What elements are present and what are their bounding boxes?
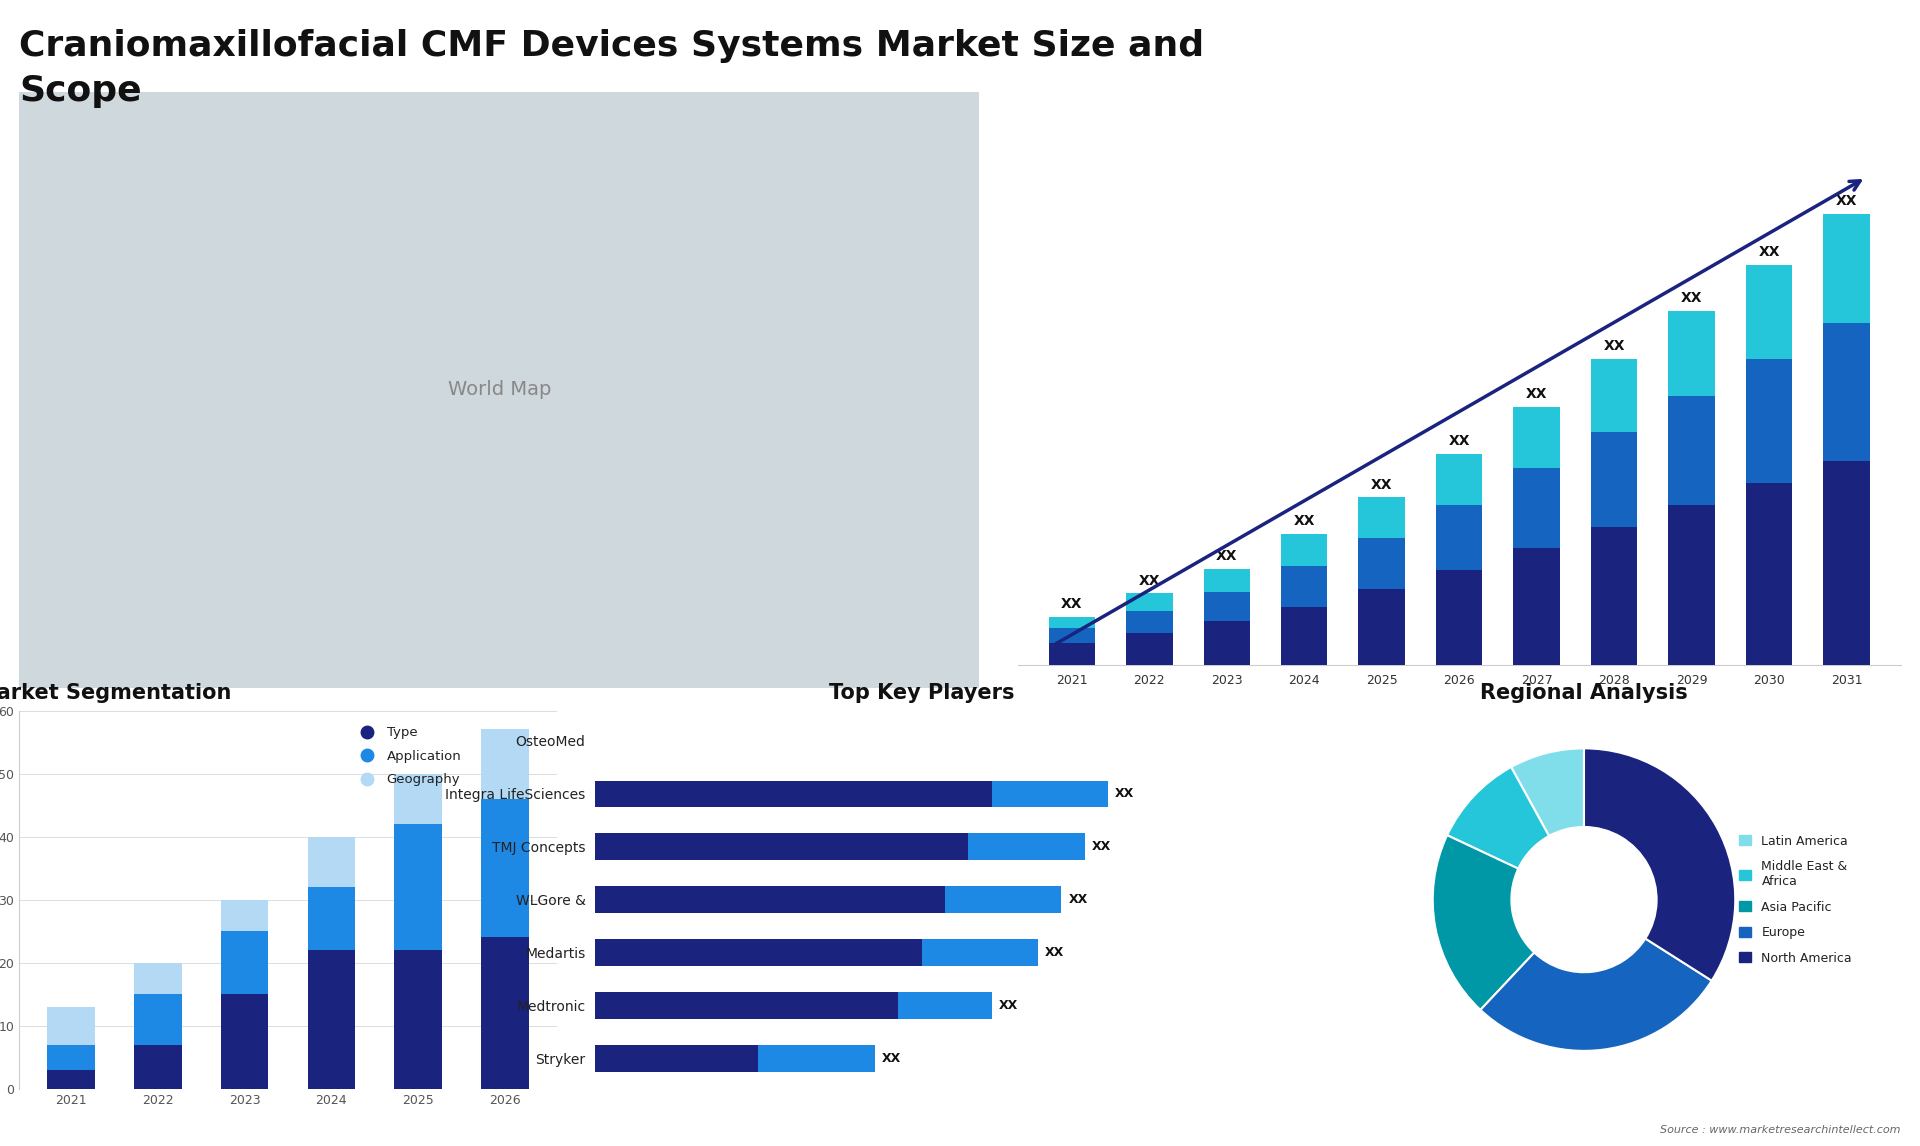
- Title: Top Key Players: Top Key Players: [829, 683, 1014, 704]
- Bar: [595, 886, 945, 913]
- Bar: [968, 833, 1085, 860]
- Bar: [1048, 628, 1094, 643]
- Bar: [595, 940, 922, 966]
- Text: XX: XX: [1680, 291, 1703, 306]
- Bar: [1745, 482, 1793, 665]
- Bar: [221, 931, 269, 994]
- Bar: [945, 886, 1062, 913]
- Bar: [221, 900, 269, 931]
- Bar: [1592, 359, 1638, 432]
- Bar: [1436, 571, 1482, 665]
- Bar: [1745, 265, 1793, 359]
- Bar: [1281, 534, 1327, 566]
- Text: XX: XX: [1759, 245, 1780, 259]
- Bar: [134, 1045, 182, 1089]
- Wedge shape: [1480, 939, 1713, 1051]
- Bar: [1824, 214, 1870, 323]
- Legend: Latin America, Middle East &
Africa, Asia Pacific, Europe, North America: Latin America, Middle East & Africa, Asi…: [1734, 830, 1857, 970]
- Bar: [307, 950, 355, 1089]
- Text: XX: XX: [1139, 574, 1160, 588]
- Bar: [48, 1006, 96, 1045]
- Bar: [1204, 568, 1250, 592]
- Bar: [1513, 548, 1559, 665]
- Text: XX: XX: [1215, 549, 1238, 563]
- Bar: [595, 1045, 758, 1072]
- Bar: [1513, 469, 1559, 548]
- Bar: [1668, 395, 1715, 504]
- Text: XX: XX: [1526, 387, 1548, 401]
- Bar: [1745, 359, 1793, 482]
- Bar: [1048, 617, 1094, 628]
- Bar: [1592, 526, 1638, 665]
- Bar: [221, 994, 269, 1089]
- Bar: [1281, 566, 1327, 606]
- Bar: [758, 1045, 876, 1072]
- Bar: [899, 992, 991, 1019]
- Bar: [1359, 497, 1405, 539]
- Wedge shape: [1511, 748, 1584, 835]
- Bar: [394, 824, 442, 950]
- Bar: [394, 774, 442, 824]
- Bar: [991, 780, 1108, 807]
- Text: Scope: Scope: [19, 74, 142, 109]
- Text: XX: XX: [1603, 339, 1624, 353]
- Text: XX: XX: [998, 999, 1018, 1012]
- Bar: [595, 833, 968, 860]
- Bar: [1436, 504, 1482, 571]
- Text: XX: XX: [1294, 513, 1315, 528]
- Bar: [48, 1070, 96, 1089]
- Bar: [1824, 461, 1870, 665]
- Bar: [1668, 312, 1715, 395]
- Bar: [595, 992, 899, 1019]
- Text: XX: XX: [1371, 478, 1392, 492]
- Bar: [1204, 621, 1250, 665]
- Text: XX: XX: [1092, 840, 1112, 854]
- Bar: [595, 780, 991, 807]
- Text: XX: XX: [1116, 787, 1135, 800]
- Text: XX: XX: [881, 1052, 900, 1065]
- Bar: [1359, 539, 1405, 589]
- Bar: [480, 937, 528, 1089]
- Bar: [1048, 643, 1094, 665]
- Bar: [48, 1045, 96, 1070]
- Bar: [1436, 454, 1482, 504]
- Bar: [1824, 323, 1870, 461]
- Wedge shape: [1584, 748, 1736, 981]
- Bar: [1281, 606, 1327, 665]
- Bar: [307, 887, 355, 950]
- Bar: [1125, 611, 1173, 633]
- Wedge shape: [1448, 767, 1549, 869]
- Text: XX: XX: [1044, 945, 1064, 959]
- Text: Source : www.marketresearchintellect.com: Source : www.marketresearchintellect.com: [1661, 1124, 1901, 1135]
- Bar: [1668, 504, 1715, 665]
- Wedge shape: [1432, 835, 1534, 1010]
- Text: Craniomaxillofacial CMF Devices Systems Market Size and: Craniomaxillofacial CMF Devices Systems …: [19, 29, 1204, 63]
- Text: XX: XX: [1068, 893, 1089, 906]
- Text: XX: XX: [1448, 434, 1471, 448]
- Bar: [1125, 594, 1173, 611]
- Bar: [1359, 589, 1405, 665]
- Bar: [394, 950, 442, 1089]
- Text: World Map: World Map: [447, 380, 551, 399]
- Text: XX: XX: [1836, 194, 1857, 207]
- Bar: [1125, 633, 1173, 665]
- Legend: Type, Application, Geography: Type, Application, Geography: [348, 721, 467, 792]
- Bar: [922, 940, 1039, 966]
- Bar: [1204, 592, 1250, 621]
- Bar: [480, 729, 528, 799]
- Bar: [134, 994, 182, 1045]
- Text: XX: XX: [1062, 597, 1083, 611]
- Text: Market Segmentation: Market Segmentation: [0, 683, 232, 704]
- Bar: [134, 963, 182, 994]
- Bar: [480, 799, 528, 937]
- Bar: [1592, 432, 1638, 526]
- Bar: [307, 837, 355, 887]
- Title: Regional Analysis: Regional Analysis: [1480, 683, 1688, 704]
- Bar: [1513, 407, 1559, 469]
